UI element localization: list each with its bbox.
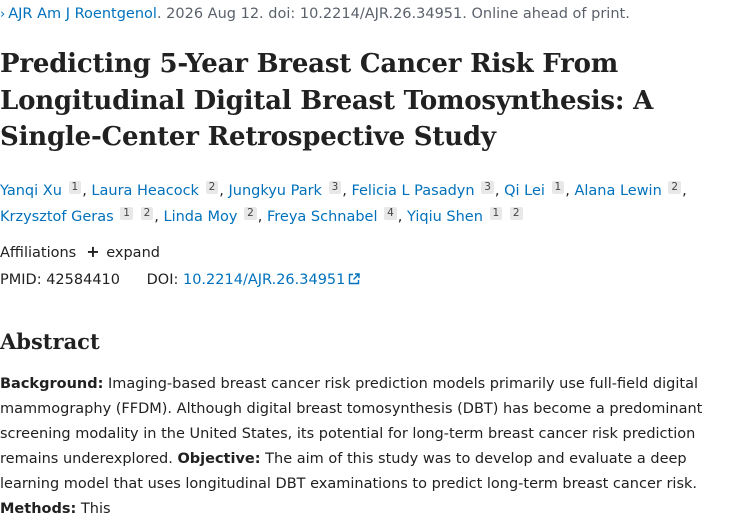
affiliation-number-badge[interactable]: 1 [120,207,133,220]
affiliation-number-badge[interactable]: 2 [140,207,154,220]
background-text: Imaging-based breast cancer risk predict… [0,376,703,467]
author-separator: , [682,183,687,199]
author-link[interactable]: Linda Moy [163,209,238,225]
abstract-body: Background: Imaging-based breast cancer … [0,372,750,522]
pmid-value: 42584410 [46,272,121,288]
journal-link[interactable]: AJR Am J Roentgenol [8,6,157,22]
affiliation-number-badge[interactable]: 2 [244,207,257,220]
author-separator: , [82,183,92,199]
citation-line: › AJR Am J Roentgenol. 2026 Aug 12. doi: … [0,4,630,25]
pmid-label: PMID: [0,272,42,288]
affiliation-number-badge[interactable]: 2 [668,181,682,194]
abstract-heading: Abstract [0,329,100,354]
doi-label: DOI: [146,272,179,288]
external-link-icon [349,273,361,285]
affiliation-number-badge[interactable]: 1 [68,181,82,194]
author-link[interactable]: Felicia L Pasadyn [351,183,475,199]
author-link[interactable]: Yiqiu Shen [407,209,483,225]
article-title: Predicting 5-Year Breast Cancer Risk Fro… [0,49,654,152]
affiliation-number-badge[interactable]: 4 [384,207,397,220]
objective-label: Objective: [177,451,261,467]
doi-value[interactable]: 10.2214/AJR.26.34951 [182,272,346,288]
affiliation-number-badge[interactable]: 3 [481,181,494,194]
affiliation-number-badge[interactable]: 3 [328,181,342,194]
author-separator: , [565,183,575,199]
author-separator: , [257,209,267,225]
author-link[interactable]: Freya Schnabel [266,209,378,225]
plus-icon[interactable]: + [86,242,100,261]
methods-text: This [76,501,111,517]
affiliations-label: Affiliations [0,245,77,261]
methods-label: Methods: [0,501,77,517]
affiliations-row: Affiliations + expand [0,241,160,264]
doi-link[interactable]: 10.2214/AJR.26.34951 [182,272,361,288]
author-separator: , [397,209,408,225]
citation-details: . 2026 Aug 12. doi: 10.2214/AJR.26.34951… [156,6,630,22]
author-separator: , [154,209,164,225]
author-list: Yanqi Xu 1, Laura Heacock 2, Jungkyu Par… [0,178,750,230]
chevron-right-icon[interactable]: › [0,7,6,22]
author-link[interactable]: Yanqi Xu [0,183,62,199]
author-link[interactable]: Krzysztof Geras [0,209,114,225]
author-link[interactable]: Qi Lei [504,183,545,199]
objective-text: The aim of this study was to develop and… [0,451,697,492]
author-link[interactable]: Jungkyu Park [228,183,322,199]
author-link[interactable]: Laura Heacock [91,183,199,199]
author-link[interactable]: Alana Lewin [574,183,662,199]
identifiers-row: PMID: 42584410 DOI: 10.2214/AJR.26.34951 [0,269,361,291]
expand-affiliations-button[interactable]: expand [106,245,160,261]
affiliation-number-badge[interactable]: 2 [509,207,523,220]
author-separator: , [342,183,352,199]
author-separator: , [494,183,505,199]
background-label: Background: [0,376,104,392]
affiliation-number-badge[interactable]: 2 [205,181,219,194]
affiliation-number-badge[interactable]: 1 [551,181,565,194]
author-separator: , [219,183,229,199]
affiliation-number-badge[interactable]: 1 [489,207,503,220]
